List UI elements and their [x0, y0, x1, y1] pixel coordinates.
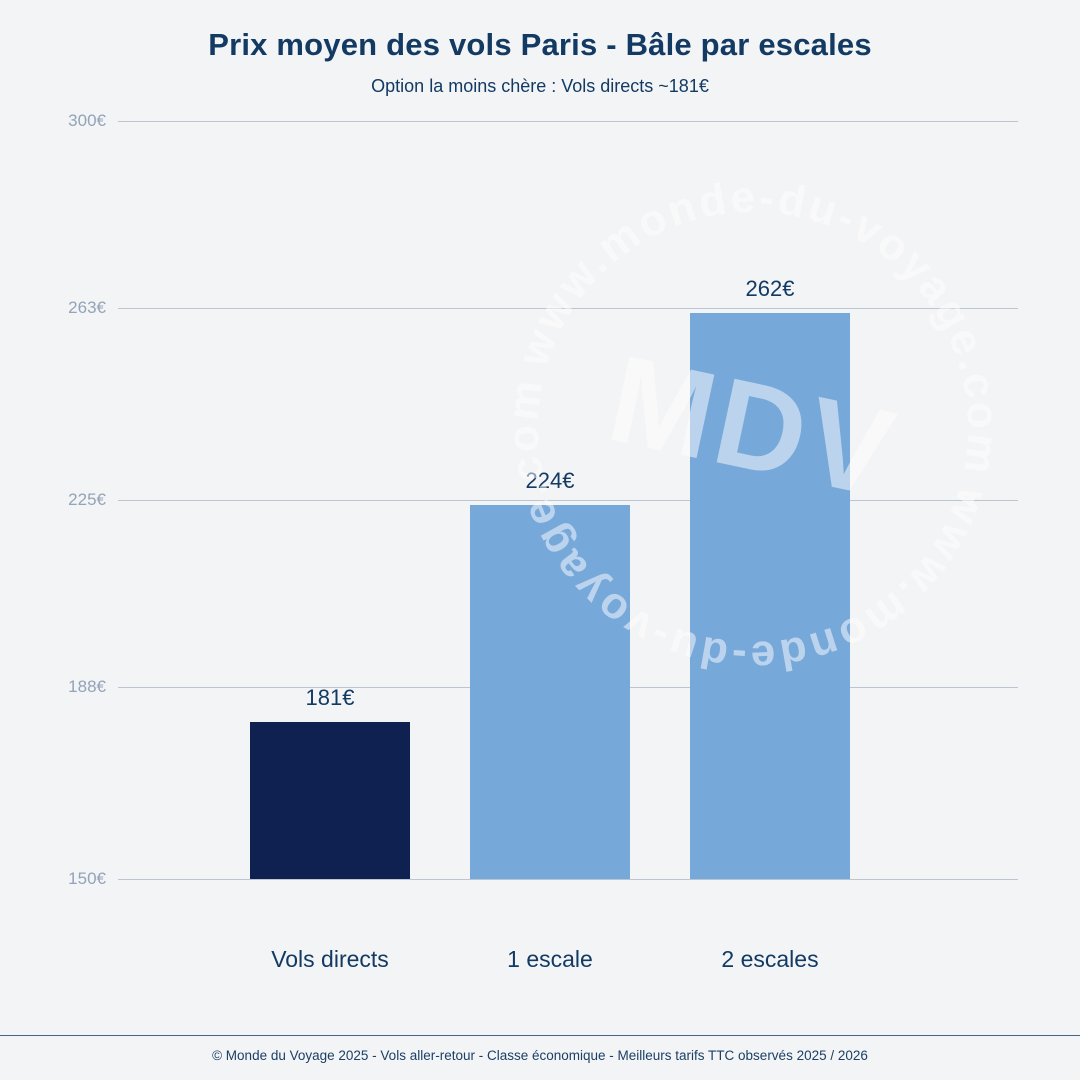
bar	[690, 313, 850, 879]
y-axis-tick-label: 263€	[68, 297, 106, 317]
category-label: 1 escale	[507, 946, 593, 972]
y-axis-tick-label: 150€	[68, 869, 106, 888]
y-axis-tick-label: 188€	[68, 676, 106, 696]
gridline	[118, 307, 1018, 309]
value-label: 181€	[305, 685, 355, 711]
bar	[470, 505, 630, 879]
y-axis-tick-label: 225€	[68, 490, 106, 509]
value-label: 224€	[525, 468, 575, 494]
gridline	[118, 121, 1018, 122]
value-label: 262€	[745, 276, 795, 302]
y-axis-tick-label: 300€	[68, 111, 106, 130]
page-title: Prix moyen des vols Paris - Bâle par esc…	[208, 27, 872, 62]
footer-divider	[0, 1035, 1080, 1036]
chart-subtitle: Option la moins chère : Vols directs ~18…	[371, 76, 709, 96]
footer-text: © Monde du Voyage 2025 - Vols aller-reto…	[212, 1048, 868, 1063]
category-label: 2 escales	[721, 946, 819, 972]
bar	[250, 722, 410, 879]
gridline	[118, 500, 1018, 501]
gridline	[118, 879, 1018, 880]
category-label: Vols directs	[271, 946, 389, 972]
